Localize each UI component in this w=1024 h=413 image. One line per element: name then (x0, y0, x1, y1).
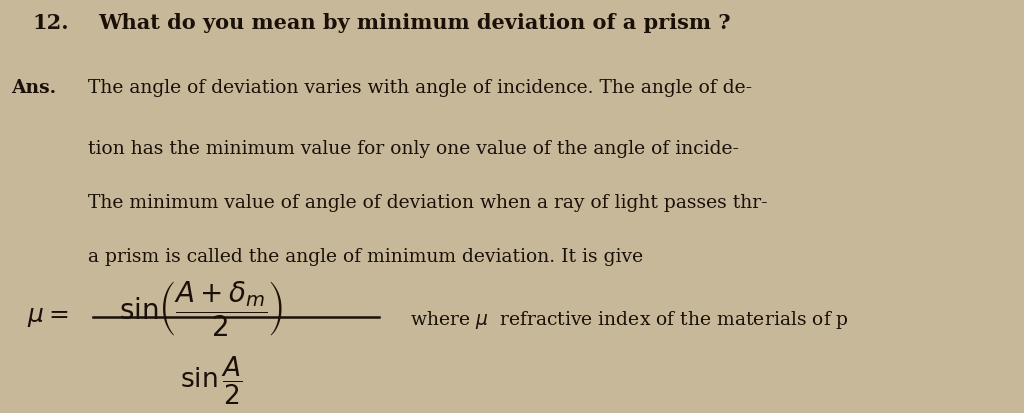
Text: 12.: 12. (32, 13, 69, 33)
Text: where $\mu$  refractive index of the materials of p: where $\mu$ refractive index of the mate… (410, 308, 849, 330)
Text: $\sin\dfrac{A}{2}$: $\sin\dfrac{A}{2}$ (180, 354, 243, 406)
Text: Ans.: Ans. (11, 78, 56, 96)
Text: tion has the minimum value for only one value of the angle of incide-: tion has the minimum value for only one … (88, 140, 739, 158)
Text: a prism is called the angle of minimum deviation. It is give: a prism is called the angle of minimum d… (88, 248, 643, 266)
Text: What do you mean by minimum deviation of a prism ?: What do you mean by minimum deviation of… (98, 13, 731, 33)
Text: $\mu =$: $\mu =$ (27, 306, 69, 329)
Text: The minimum value of angle of deviation when a ray of light passes thr-: The minimum value of angle of deviation … (88, 194, 768, 212)
Text: The angle of deviation varies with angle of incidence. The angle of de-: The angle of deviation varies with angle… (88, 78, 753, 96)
Text: $\sin\!\left(\dfrac{A+\delta_m}{2}\right)$: $\sin\!\left(\dfrac{A+\delta_m}{2}\right… (119, 279, 283, 338)
